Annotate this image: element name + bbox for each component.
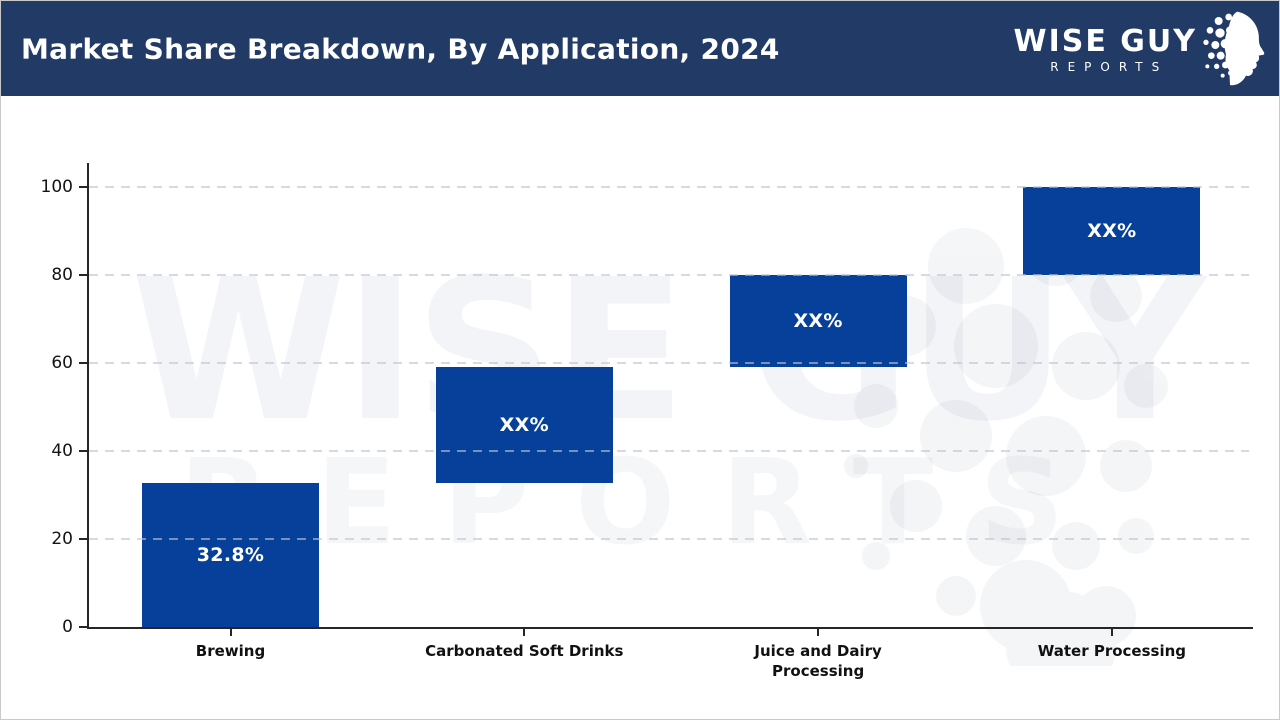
x-category-label-brewing: Brewing	[195, 642, 266, 660]
bar-carbonated-soft-drinks: XX%	[435, 367, 613, 483]
y-tick-label-60: 60	[51, 353, 73, 373]
y-tick-label-20: 20	[51, 529, 73, 549]
bar-juice-and-dairy-processing: XX%	[729, 275, 907, 368]
x-tick-mark-brewing	[229, 629, 232, 636]
bar-value-label: XX%	[793, 310, 843, 333]
y-tick-mark-80	[79, 274, 87, 276]
gridline-60	[89, 362, 1249, 364]
x-tick-mark-carbonated-soft-drinks	[523, 629, 526, 636]
y-tick-label-40: 40	[51, 441, 73, 461]
brand-name: WISE GUY	[1013, 23, 1197, 59]
header-band: Market Share Breakdown, By Application, …	[1, 1, 1279, 96]
brand-subtitle: REPORTS	[1050, 59, 1169, 74]
chart-plot-area: 0 20 40 60 80 100 32.8% XX% XX% XX% Brewing Carbona…	[1, 96, 1279, 719]
x-category-label-juice-and-dairy-processing: Juice and Dairy Processing	[754, 642, 882, 680]
y-tick-mark-60	[79, 362, 87, 364]
brand-logo-text: WISE GUY REPORTS	[1013, 23, 1197, 74]
y-tick-mark-20	[79, 538, 87, 540]
bar-brewing: 32.8%	[142, 482, 319, 627]
bar-value-label: XX%	[1087, 220, 1137, 242]
brand-logo: WISE GUY REPORTS	[1013, 7, 1267, 91]
y-tick-mark-100	[79, 186, 87, 188]
x-category-label-water-processing: Water Processing	[1037, 642, 1187, 660]
gridline-20	[89, 538, 1249, 540]
bar-water-processing: XX%	[1023, 187, 1201, 275]
x-axis-line	[87, 627, 1253, 629]
y-axis-line	[87, 163, 89, 629]
page-title: Market Share Breakdown, By Application, …	[21, 32, 780, 65]
x-tick-mark-water-processing	[1110, 629, 1113, 636]
y-tick-label-80: 80	[51, 265, 73, 285]
y-tick-mark-40	[79, 450, 87, 452]
bar-value-label: 32.8%	[196, 543, 265, 566]
head-profile-icon	[1203, 11, 1265, 86]
gridline-100	[89, 186, 1249, 188]
x-tick-mark-juice-and-dairy-processing	[817, 629, 820, 636]
gridline-80	[89, 274, 1249, 276]
y-tick-mark-0	[79, 626, 87, 628]
x-category-label-carbonated-soft-drinks: Carbonated Soft Drinks	[425, 642, 624, 660]
gridline-40	[89, 450, 1249, 452]
y-tick-label-0: 0	[62, 617, 73, 637]
y-tick-label-100: 100	[40, 177, 73, 197]
bar-value-label: XX%	[499, 414, 549, 437]
